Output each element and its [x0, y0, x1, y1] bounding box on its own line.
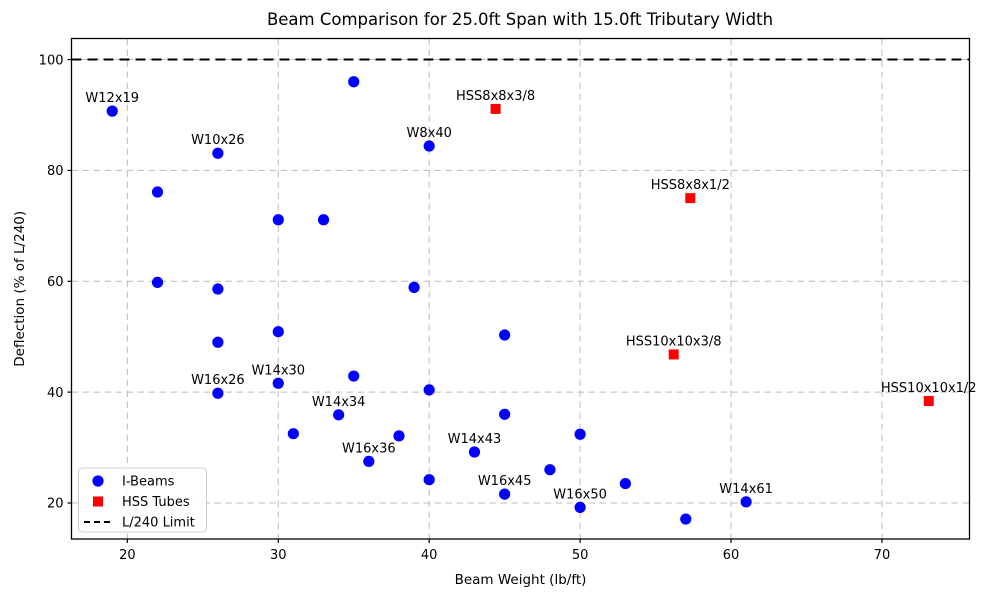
data-point — [680, 513, 692, 525]
point-label: W16x50 — [553, 487, 607, 502]
data-point — [499, 329, 511, 341]
point-label: W14x34 — [312, 395, 366, 410]
point-label: W14x30 — [251, 363, 305, 378]
y-tick-label: 20 — [47, 497, 64, 512]
data-point-W10x26 — [212, 147, 224, 159]
legend-item-ibeams: I-Beams — [92, 475, 175, 490]
point-label: HSS10x10x3/8 — [626, 334, 722, 349]
plot-border — [70, 37, 971, 540]
legend-box — [78, 467, 207, 533]
axis-ticks: 20 30 40 50 60 70 20 40 60 80 100 — [39, 53, 891, 563]
legend-item-limit: L/240 Limit — [84, 516, 195, 531]
y-tick-label: 40 — [47, 386, 64, 401]
point-label: W14x61 — [719, 482, 773, 497]
data-point — [499, 408, 511, 420]
data-point — [348, 370, 360, 382]
legend: I-Beams HSS Tubes L/240 Limit — [78, 467, 207, 533]
data-point — [151, 186, 164, 198]
data-point-W14x30 — [272, 377, 284, 389]
ibeam-marker-icon — [92, 475, 104, 487]
data-point — [348, 76, 360, 88]
data-point-W14x34 — [333, 409, 345, 421]
hss-marker-icon — [93, 496, 103, 507]
y-tick-label: 100 — [39, 53, 64, 68]
gridlines — [71, 38, 970, 539]
legend-label-hss-tubes: HSS Tubes — [122, 495, 190, 510]
data-point — [544, 464, 556, 476]
data-point — [408, 281, 420, 293]
legend-label-ibeams: I-Beams — [122, 475, 175, 490]
x-tick-label: 20 — [119, 548, 136, 563]
point-label: W16x36 — [342, 441, 396, 456]
point-label: W16x45 — [478, 474, 532, 489]
x-tick-label: 60 — [723, 548, 740, 563]
data-point — [212, 336, 224, 348]
point-labels: W12x19 W10x26 W16x26 W14x30 W14x34 W16x36 W8x4… — [85, 89, 976, 503]
data-point-W16x36 — [363, 455, 375, 468]
point-label: HSS8x8x3/8 — [456, 89, 535, 104]
data-point — [272, 326, 284, 338]
point-label: W8x40 — [407, 126, 452, 141]
point-label: HSS8x8x1/2 — [651, 178, 730, 193]
legend-label-limit: L/240 Limit — [122, 516, 195, 531]
data-point-W12x19 — [106, 105, 118, 117]
data-point-HSS10x10x3/8 — [668, 349, 679, 360]
x-axis-label: Beam Weight (lb/ft) — [455, 572, 587, 588]
data-point-HSS8x8x1/2 — [685, 193, 696, 204]
point-label: W12x19 — [85, 91, 139, 106]
data-point — [272, 214, 284, 226]
data-point — [317, 214, 330, 226]
data-point — [212, 283, 224, 295]
data-point-W16x26 — [212, 387, 224, 399]
data-point-W16x50 — [574, 501, 586, 514]
x-tick-label: 30 — [270, 548, 287, 563]
data-point — [423, 384, 435, 396]
data-points — [106, 76, 934, 525]
y-tick-label: 80 — [47, 164, 64, 179]
data-point-W14x61 — [740, 496, 752, 508]
y-axis-label: Deflection (% of L/240) — [12, 211, 28, 367]
data-point-W8x40 — [423, 140, 435, 152]
data-point — [287, 428, 299, 440]
x-tick-label: 70 — [874, 548, 891, 563]
data-point — [151, 276, 164, 288]
x-tick-label: 50 — [572, 548, 589, 563]
point-label: W16x26 — [191, 373, 245, 388]
point-label: W14x43 — [448, 432, 502, 447]
data-point — [619, 477, 631, 490]
data-point — [574, 428, 586, 440]
data-point — [423, 474, 435, 486]
point-label: HSS10x10x1/2 — [881, 381, 977, 396]
data-point-W14x43 — [468, 446, 481, 458]
data-point-HSS8x8x3/8 — [490, 103, 501, 114]
legend-item-hss-tubes: HSS Tubes — [93, 495, 190, 510]
x-tick-label: 40 — [421, 548, 438, 563]
chart-title: Beam Comparison for 25.0ft Span with 15.… — [267, 10, 773, 29]
point-label: W10x26 — [191, 133, 245, 148]
data-point-W16x45 — [499, 488, 511, 500]
y-tick-label: 60 — [47, 275, 64, 290]
data-point-HSS10x10x1/2 — [923, 395, 934, 406]
data-point — [393, 430, 405, 442]
